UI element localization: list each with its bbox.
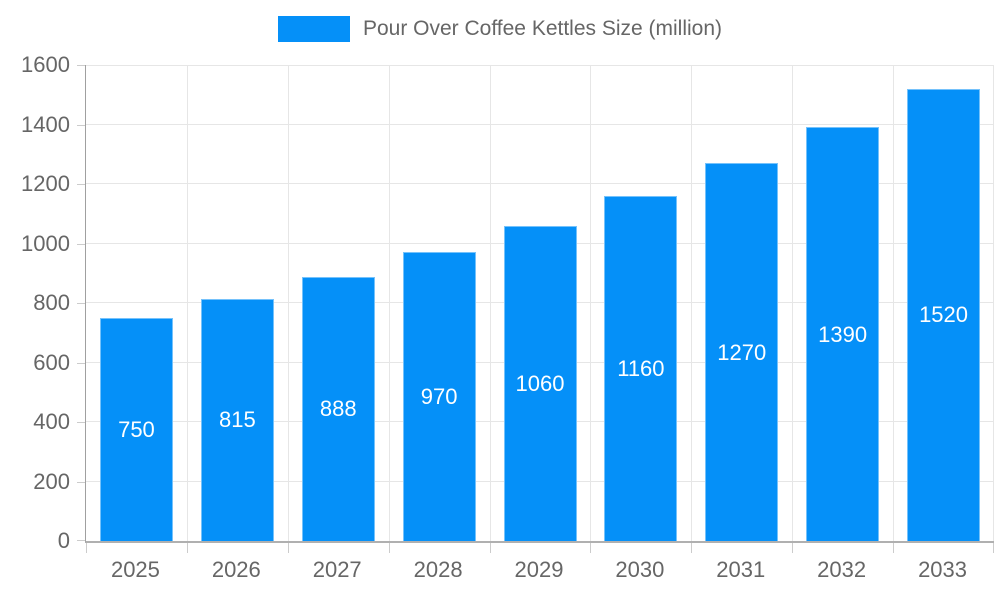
y-tick bbox=[77, 422, 85, 423]
y-axis-tick-label: 1000 bbox=[21, 230, 70, 256]
x-axis-tick-label: 2025 bbox=[110, 557, 160, 582]
h-gridline bbox=[86, 183, 994, 184]
y-tick bbox=[77, 184, 85, 185]
h-gridline bbox=[86, 123, 994, 125]
bar-2031: 1270 bbox=[705, 163, 779, 541]
x-tick bbox=[288, 543, 289, 553]
bar-value-label: 1520 bbox=[919, 302, 969, 328]
bar-2033: 1520 bbox=[907, 88, 981, 541]
y-axis-tick-label: 1600 bbox=[21, 52, 70, 77]
v-gridline bbox=[288, 65, 289, 541]
v-gridline bbox=[893, 65, 894, 541]
y-axis-tick-label: 600 bbox=[33, 349, 70, 375]
x-axis-tick-label: 2029 bbox=[514, 557, 564, 582]
x-axis-tick-label: 2028 bbox=[413, 557, 463, 582]
bar-2029: 1060 bbox=[503, 225, 577, 541]
legend-swatch-icon bbox=[277, 16, 350, 42]
v-gridline bbox=[993, 65, 994, 541]
h-gridline bbox=[86, 65, 994, 66]
v-gridline bbox=[792, 65, 793, 541]
bar-value-label: 815 bbox=[218, 407, 256, 433]
y-tick bbox=[77, 362, 85, 364]
bar-value-label: 1270 bbox=[717, 339, 767, 365]
v-gridline bbox=[490, 65, 491, 541]
bar-2032: 1390 bbox=[806, 127, 880, 541]
x-tick bbox=[590, 543, 591, 553]
x-axis-tick-label: 2031 bbox=[716, 557, 766, 582]
bar-value-label: 888 bbox=[319, 396, 357, 422]
bar-2030: 1160 bbox=[604, 195, 678, 541]
x-axis-tick-label: 2026 bbox=[211, 557, 261, 582]
plot-area: 750 815 888 970 1060 1160 1270 1390 1520 bbox=[77, 65, 994, 553]
x-tick bbox=[691, 543, 692, 553]
x-tick bbox=[893, 543, 894, 553]
y-axis-tick-label: 1400 bbox=[21, 111, 70, 137]
y-tick bbox=[77, 540, 85, 541]
bar-value-label: 1160 bbox=[617, 355, 665, 381]
v-gridline bbox=[590, 65, 591, 541]
x-tick bbox=[993, 543, 994, 553]
v-gridline bbox=[187, 65, 188, 541]
y-tick bbox=[77, 124, 85, 126]
bar-value-label: 1060 bbox=[515, 370, 565, 396]
bar-value-label: 970 bbox=[420, 384, 458, 410]
y-tick bbox=[77, 303, 85, 304]
y-axis-tick-label: 0 bbox=[57, 528, 70, 553]
x-tick bbox=[86, 543, 87, 553]
bar-2027: 888 bbox=[301, 276, 375, 541]
x-axis-tick-label: 2027 bbox=[312, 557, 362, 582]
x-axis-tick-label: 2030 bbox=[615, 557, 665, 582]
legend[interactable]: Pour Over Coffee Kettles Size (million) bbox=[0, 16, 1000, 42]
v-gridline bbox=[691, 65, 692, 541]
y-axis-tick-label: 1200 bbox=[21, 171, 70, 196]
x-axis-tick-label: 2032 bbox=[817, 557, 867, 582]
y-axis-tick-label: 200 bbox=[33, 468, 70, 494]
y-tick bbox=[77, 481, 85, 483]
x-axis-tick-label: 2033 bbox=[918, 557, 968, 582]
bar-value-label: 1390 bbox=[818, 321, 868, 347]
bar-2028: 970 bbox=[402, 252, 476, 541]
bar-2025: 750 bbox=[99, 317, 173, 541]
x-tick bbox=[490, 543, 491, 553]
x-tick bbox=[389, 543, 390, 553]
bar-value-label: 750 bbox=[118, 416, 155, 442]
y-axis-tick-label: 400 bbox=[33, 409, 70, 434]
x-tick bbox=[792, 543, 793, 553]
y-tick bbox=[77, 65, 85, 66]
x-tick bbox=[187, 543, 188, 553]
v-gridline bbox=[389, 65, 390, 541]
y-axis-tick-label: 800 bbox=[33, 290, 70, 315]
y-tick bbox=[77, 243, 85, 245]
legend-label: Pour Over Coffee Kettles Size (million) bbox=[362, 17, 723, 40]
bar-2026: 815 bbox=[200, 298, 274, 541]
